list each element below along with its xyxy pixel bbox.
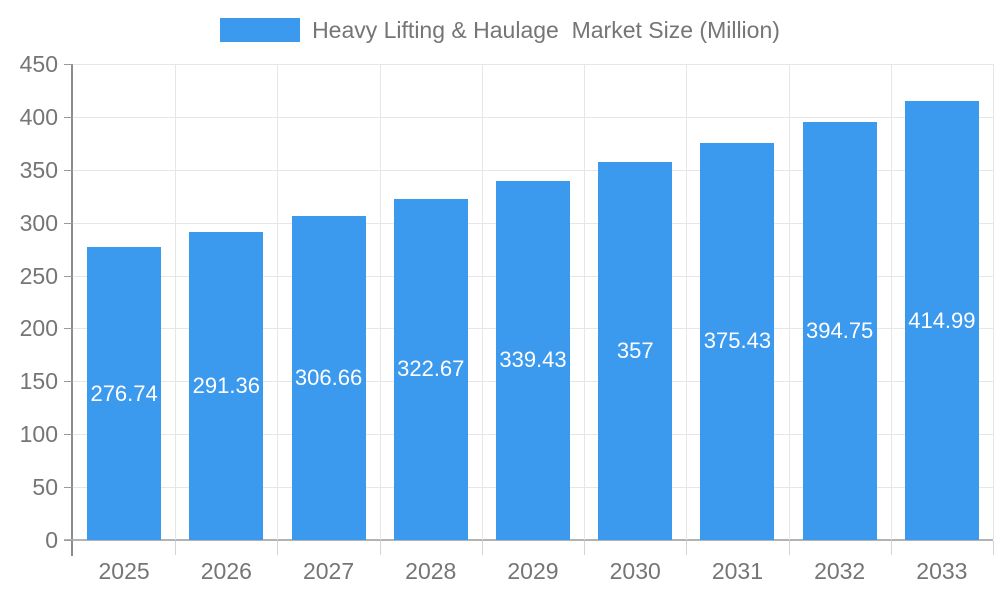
vertical-gridline — [686, 64, 688, 540]
bar-value-label: 306.66 — [294, 364, 363, 390]
y-tick-label: 400 — [19, 103, 58, 130]
horizontal-gridline — [73, 64, 993, 65]
y-axis-tick — [64, 64, 73, 65]
x-axis-tick — [890, 541, 892, 555]
bar-value-label: 276.74 — [90, 380, 158, 406]
x-category-label: 2026 — [200, 558, 252, 584]
x-category-label: 2033 — [916, 558, 968, 584]
y-axis-tick — [64, 540, 73, 541]
y-tick-label: 350 — [19, 156, 58, 183]
y-tick-label: 150 — [19, 368, 58, 395]
y-axis-tick — [64, 275, 73, 277]
legend: Heavy Lifting & Haulage Market Size (Mil… — [0, 16, 1000, 44]
bar-2025[interactable]: 276.74 — [87, 247, 162, 540]
horizontal-gridline — [73, 116, 993, 118]
bar-value-label: 394.75 — [806, 318, 874, 344]
vertical-gridline — [584, 64, 586, 540]
x-axis-tick — [686, 541, 688, 555]
x-category-label: 2031 — [711, 558, 764, 584]
y-axis-labels: 0 50 100 150 200 250 300 350 400 450 — [0, 51, 58, 553]
bar-value-label: 375.43 — [703, 328, 772, 354]
vertical-gridline — [993, 64, 994, 540]
y-axis-tick — [64, 434, 73, 436]
vertical-gridline — [890, 64, 892, 540]
bar-value-label: 414.99 — [908, 307, 976, 333]
bar-value-label: 357 — [616, 338, 654, 364]
vertical-gridline — [277, 64, 279, 540]
y-tick-label: 0 — [45, 527, 58, 553]
y-tick-label: 300 — [19, 209, 58, 236]
vertical-gridline — [175, 64, 177, 540]
x-category-label: 2025 — [98, 558, 150, 584]
bar-2032[interactable]: 394.75 — [802, 122, 877, 540]
x-axis-line — [64, 539, 993, 541]
bar-2029[interactable]: 339.43 — [496, 180, 570, 540]
y-axis-line — [71, 64, 73, 556]
legend-label: Heavy Lifting & Haulage Market Size (Mil… — [312, 17, 780, 43]
y-axis-tick — [64, 116, 73, 118]
x-category-label: 2028 — [405, 558, 457, 584]
x-category-label: 2032 — [814, 558, 866, 584]
x-axis-tick — [277, 541, 279, 555]
y-axis-tick — [64, 222, 73, 224]
bar-2030[interactable]: 357 — [598, 162, 673, 540]
x-category-label: 2030 — [609, 558, 661, 584]
y-tick-label: 250 — [19, 262, 58, 289]
bar-value-label: 322.67 — [397, 356, 465, 382]
x-axis-tick — [379, 541, 381, 555]
bar-value-label: 339.43 — [499, 347, 567, 373]
y-axis-tick — [64, 381, 73, 383]
horizontal-gridline — [73, 169, 993, 171]
bar-2027[interactable]: 306.66 — [291, 215, 366, 540]
x-axis-tick — [993, 541, 994, 555]
legend-item[interactable]: Heavy Lifting & Haulage Market Size (Mil… — [220, 16, 780, 44]
x-category-label: 2027 — [302, 558, 355, 584]
y-axis-tick — [64, 487, 73, 489]
vertical-gridline — [379, 64, 381, 540]
bar-2028[interactable]: 322.67 — [393, 198, 468, 540]
x-axis-tick — [584, 541, 586, 555]
plot-area: 276.74 2025 291.36 2026 306.66 2027 322.67 2028… — [64, 64, 994, 584]
bar-value-label: 291.36 — [192, 372, 260, 398]
x-category-label: 2029 — [507, 558, 559, 584]
y-tick-label: 450 — [19, 51, 58, 77]
legend-color-swatch — [220, 18, 301, 42]
y-axis-tick — [64, 328, 73, 330]
y-tick-label: 50 — [32, 474, 58, 501]
x-axis-tick — [481, 541, 483, 555]
y-tick-label: 100 — [19, 421, 58, 448]
bar-2031[interactable]: 375.43 — [700, 142, 775, 540]
x-axis-tick — [175, 541, 177, 555]
y-tick-label: 200 — [19, 315, 58, 342]
bar-2033[interactable]: 414.99 — [904, 101, 979, 540]
bar-2026[interactable]: 291.36 — [189, 231, 264, 540]
vertical-gridline — [788, 64, 790, 540]
vertical-gridline — [481, 64, 483, 540]
x-axis-tick — [788, 541, 790, 555]
y-axis-tick — [64, 169, 73, 171]
